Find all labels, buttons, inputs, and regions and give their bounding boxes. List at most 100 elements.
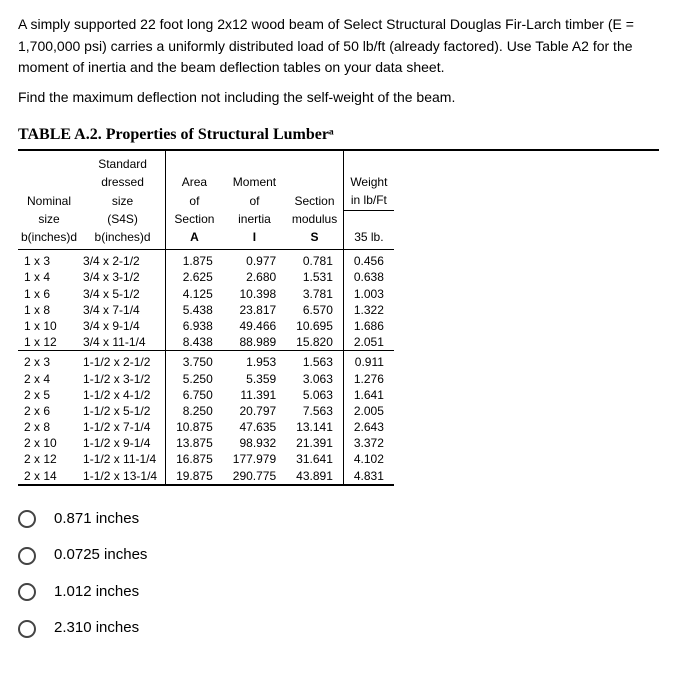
hdr-size0: size — [18, 211, 80, 229]
option-c-label: 1.012 inches — [54, 581, 139, 604]
table-cell: 0.911 — [343, 351, 394, 371]
option-c[interactable]: 1.012 inches — [18, 581, 659, 604]
hdr-area: Area — [166, 174, 223, 192]
table-cell: 2 x 14 — [18, 468, 80, 485]
table-cell: 1-1/2 x 7-1/4 — [80, 419, 166, 435]
table-cell: 1-1/2 x 4-1/2 — [80, 387, 166, 403]
table-cell: 0.977 — [223, 250, 286, 270]
table-row: 2 x 141-1/2 x 13-1/419.875290.77543.8914… — [18, 468, 394, 485]
radio-icon — [18, 583, 36, 601]
hdr-s4s: (S4S) — [80, 211, 166, 229]
option-b[interactable]: 0.0725 inches — [18, 544, 659, 567]
radio-icon — [18, 620, 36, 638]
option-a-label: 0.871 inches — [54, 508, 139, 531]
hdr-of1: of — [166, 192, 223, 211]
table-cell: 1.322 — [343, 302, 394, 318]
table-row: 2 x 41-1/2 x 3-1/25.2505.3593.0631.276 — [18, 371, 394, 387]
table-row: 1 x 103/4 x 9-1/46.93849.46610.6951.686 — [18, 318, 394, 334]
table-cell: 11.391 — [223, 387, 286, 403]
table-cell: 1.276 — [343, 371, 394, 387]
table-cell: 1-1/2 x 13-1/4 — [80, 468, 166, 485]
table-cell: 3/4 x 7-1/4 — [80, 302, 166, 318]
table-cell: 23.817 — [223, 302, 286, 318]
hdr-inlbft: in lb/Ft — [343, 192, 394, 211]
hdr-inertia: inertia — [223, 211, 286, 229]
hdr-section2: Section — [166, 211, 223, 229]
table-row: 1 x 43/4 x 3-1/22.6252.6801.5310.638 — [18, 269, 394, 285]
table-cell: 2 x 12 — [18, 451, 80, 467]
radio-icon — [18, 547, 36, 565]
table-cell: 1.003 — [343, 286, 394, 302]
table-cell: 1 x 8 — [18, 302, 80, 318]
table-cell: 0.638 — [343, 269, 394, 285]
table-cell: 1-1/2 x 2-1/2 — [80, 351, 166, 371]
table-cell: 5.250 — [166, 371, 223, 387]
table-cell: 1 x 12 — [18, 334, 80, 351]
table-cell: 2 x 5 — [18, 387, 80, 403]
table-cell: 3.063 — [286, 371, 343, 387]
table-cell: 2 x 4 — [18, 371, 80, 387]
hdr-standard: Standard — [80, 150, 166, 174]
problem-line-1: A simply supported 22 foot long 2x12 woo… — [18, 14, 659, 79]
table-cell: 88.989 — [223, 334, 286, 351]
table-cell: 1.641 — [343, 387, 394, 403]
table-cell: 1 x 4 — [18, 269, 80, 285]
table-row: 2 x 121-1/2 x 11-1/416.875177.97931.6414… — [18, 451, 394, 467]
table-cell: 3/4 x 9-1/4 — [80, 318, 166, 334]
table-cell: 1 x 10 — [18, 318, 80, 334]
table-cell: 177.979 — [223, 451, 286, 467]
table-cell: 21.391 — [286, 435, 343, 451]
table-cell: 8.438 — [166, 334, 223, 351]
table-cell: 1-1/2 x 9-1/4 — [80, 435, 166, 451]
hdr-weight: Weight — [343, 174, 394, 192]
table-cell: 47.635 — [223, 419, 286, 435]
table-cell: 2 x 6 — [18, 403, 80, 419]
table-cell: 16.875 — [166, 451, 223, 467]
table-row: 1 x 83/4 x 7-1/45.43823.8176.5701.322 — [18, 302, 394, 318]
table-cell: 5.063 — [286, 387, 343, 403]
option-a[interactable]: 0.871 inches — [18, 508, 659, 531]
hdr-moment: Moment — [223, 174, 286, 192]
table-cell: 4.831 — [343, 468, 394, 485]
table-cell: 1.686 — [343, 318, 394, 334]
table-cell: 7.563 — [286, 403, 343, 419]
table-cell: 2 x 8 — [18, 419, 80, 435]
option-d[interactable]: 2.310 inches — [18, 617, 659, 640]
table-cell: 49.466 — [223, 318, 286, 334]
table-cell: 3/4 x 3-1/2 — [80, 269, 166, 285]
radio-icon — [18, 510, 36, 528]
table-cell: 98.932 — [223, 435, 286, 451]
hdr-modulus: modulus — [286, 211, 343, 229]
table-cell: 5.359 — [223, 371, 286, 387]
table-cell: 1.531 — [286, 269, 343, 285]
table-row: 1 x 123/4 x 11-1/48.43888.98915.8202.051 — [18, 334, 394, 351]
hdr-nominal: Nominal — [18, 192, 80, 211]
option-b-label: 0.0725 inches — [54, 544, 147, 567]
table-cell: 4.125 — [166, 286, 223, 302]
hdr-I: I — [223, 229, 286, 250]
hdr-A: A — [166, 229, 223, 250]
table-cell: 2.005 — [343, 403, 394, 419]
table-cell: 1 x 3 — [18, 250, 80, 270]
table-cell: 3/4 x 11-1/4 — [80, 334, 166, 351]
table-cell: 1.875 — [166, 250, 223, 270]
table-cell: 3.781 — [286, 286, 343, 302]
table-cell: 19.875 — [166, 468, 223, 485]
table-cell: 1-1/2 x 11-1/4 — [80, 451, 166, 467]
problem-line-2: Find the maximum deflection not includin… — [18, 87, 659, 109]
table-cell: 1 x 6 — [18, 286, 80, 302]
table-cell: 6.750 — [166, 387, 223, 403]
answer-options: 0.871 inches 0.0725 inches 1.012 inches … — [18, 508, 659, 640]
table-cell: 1.953 — [223, 351, 286, 371]
table-row: 2 x 51-1/2 x 4-1/26.75011.3915.0631.641 — [18, 387, 394, 403]
table-cell: 2.643 — [343, 419, 394, 435]
table-title: TABLE A.2. Properties of Structural Lumb… — [18, 123, 659, 147]
hdr-35lb: 35 lb. — [343, 229, 394, 250]
table-cell: 3/4 x 2-1/2 — [80, 250, 166, 270]
table-cell: 2.625 — [166, 269, 223, 285]
hdr-section: Section — [286, 192, 343, 211]
hdr-dressed: dressed — [80, 174, 166, 192]
table-cell: 20.797 — [223, 403, 286, 419]
table-cell: 5.438 — [166, 302, 223, 318]
table-cell: 43.891 — [286, 468, 343, 485]
